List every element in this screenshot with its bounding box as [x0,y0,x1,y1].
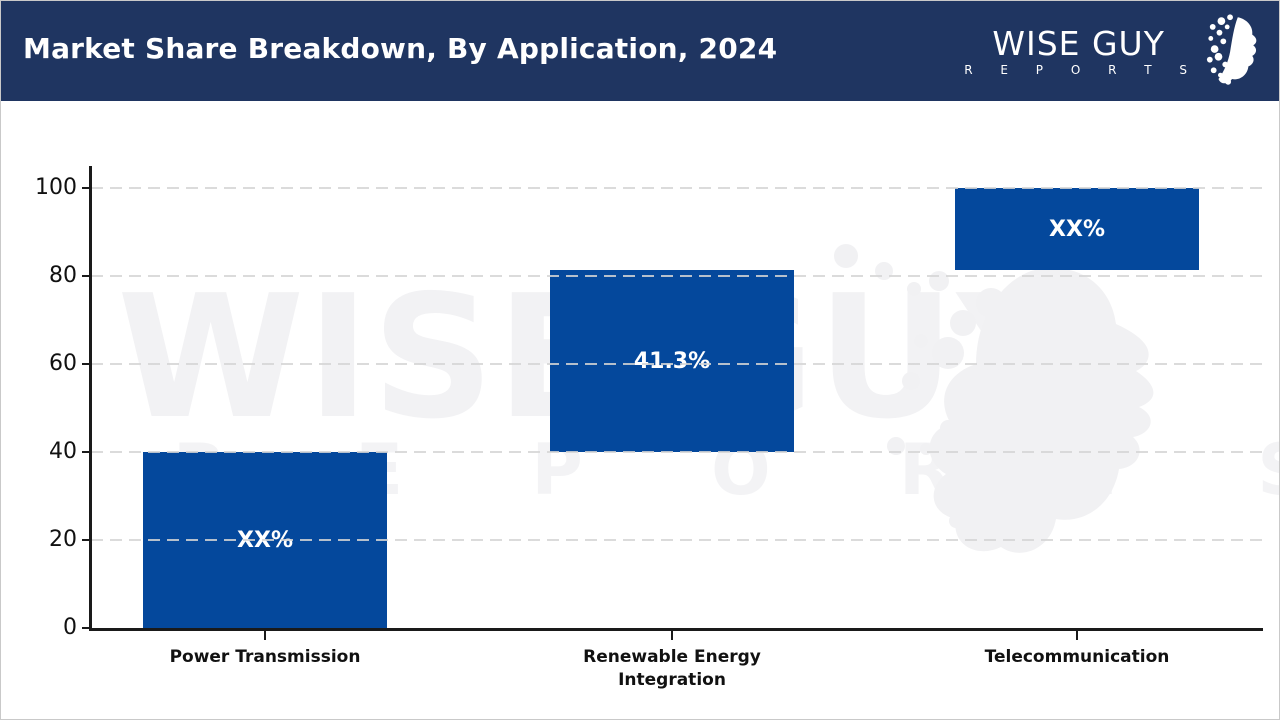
y-tick-mark [82,363,91,365]
x-axis-line [89,628,1263,631]
x-category-label-renewable-energy-integration: Renewable Energy Integration [583,647,761,690]
bar-segment-renewable-energy-integration: 41.3% [550,270,794,452]
y-tick-mark [82,187,91,189]
x-tick-mark [264,631,266,640]
logo-wordmark: WISE GUY [992,23,1165,63]
y-tick-mark [82,539,91,541]
bar-value-label: XX% [237,527,293,553]
y-tick-label: 40 [49,439,77,464]
wiseguy-logo: WISE GUY R E P O R T S [958,13,1263,89]
chart-area: WISE GUY R E P O R T S 0 20 40 60 80 100 XX% Po… [1,101,1279,719]
x-tick-mark [1076,631,1078,640]
x-category-label-power-transmission: Power Transmission [169,647,361,667]
bar-segment-power-transmission: XX% [143,452,387,628]
y-tick-label: 100 [35,175,77,200]
bar-value-label: 41.3% [633,348,711,374]
logo-head-icon [1206,14,1257,85]
y-tick-mark [82,451,91,453]
logo-subtext: R E P O R T S [964,62,1199,77]
y-axis-line [89,166,92,631]
bar-segment-telecommunication: XX% [955,188,1199,271]
header: Market Share Breakdown, By Application, … [1,1,1279,101]
y-tick-label: 80 [49,263,77,288]
y-tick-label: 60 [49,351,77,376]
page-title: Market Share Breakdown, By Application, … [23,31,778,65]
x-tick-mark [671,631,673,640]
y-tick-label: 0 [63,615,77,640]
logo-text: WISE GUY R E P O R T S [958,27,1199,76]
bar-value-label: XX% [1049,216,1105,242]
y-tick-label: 20 [49,527,77,552]
y-tick-mark [82,275,91,277]
y-tick-mark [82,627,91,629]
x-category-label-telecommunication: Telecommunication [984,647,1170,667]
